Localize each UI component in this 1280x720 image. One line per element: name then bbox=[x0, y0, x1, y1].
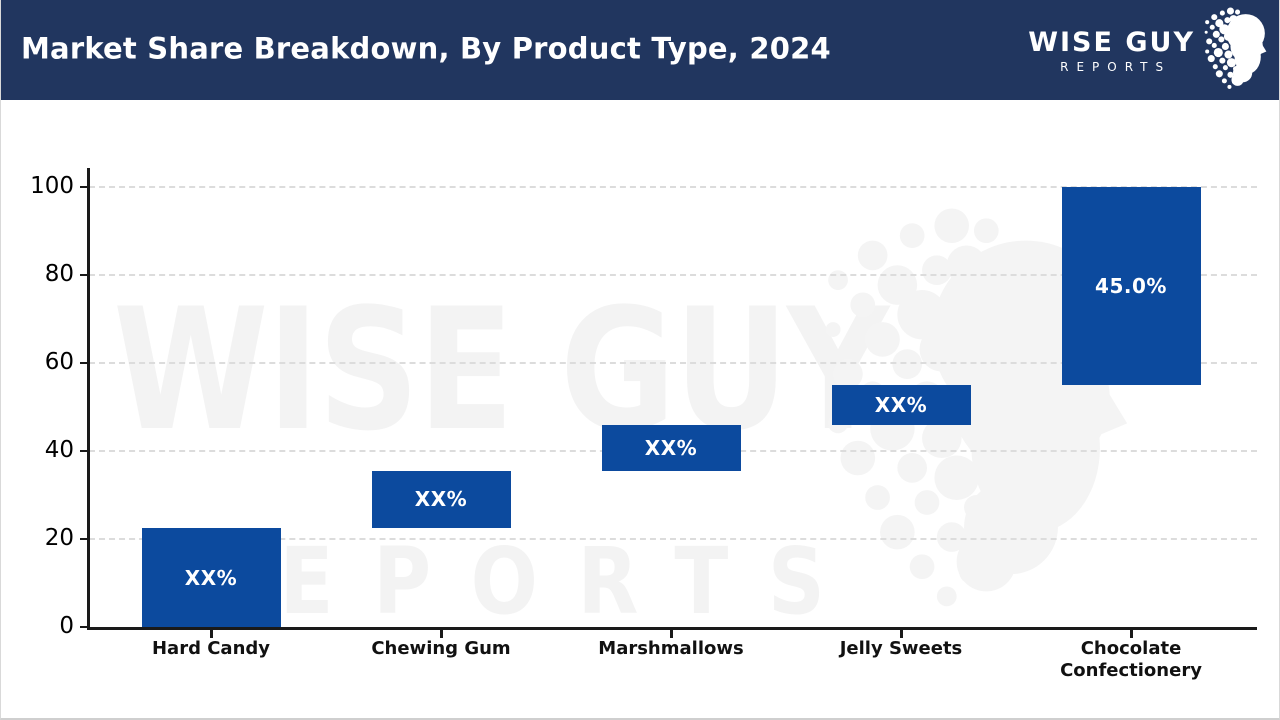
gridline-y100 bbox=[89, 186, 1257, 188]
bar-value-label: XX% bbox=[874, 392, 928, 417]
brand-face-icon bbox=[1204, 7, 1267, 89]
y-axis-tick bbox=[80, 186, 89, 188]
bar-value-label: XX% bbox=[644, 435, 698, 460]
x-axis-tick bbox=[899, 629, 903, 638]
gridline-y60 bbox=[89, 362, 1257, 364]
watermark-text-wiseguy: WISE GUY bbox=[113, 272, 889, 468]
bar-marshmallows: XX% bbox=[601, 424, 741, 471]
watermark-text-reports: REPORTS bbox=[179, 528, 865, 635]
bar-value-label: XX% bbox=[414, 487, 468, 512]
x-axis-tick bbox=[669, 629, 673, 638]
x-axis-tick bbox=[209, 629, 213, 638]
y-axis-tick-label: 80 bbox=[44, 261, 74, 287]
y-axis-tick-label: 100 bbox=[30, 173, 74, 199]
x-axis-category-label: Jelly Sweets bbox=[839, 638, 963, 659]
x-axis-tick bbox=[1129, 629, 1133, 638]
y-axis-tick bbox=[80, 626, 89, 628]
bar-value-label: 45.0% bbox=[1095, 274, 1167, 298]
bar-chocolate-confectionery: 45.0% bbox=[1061, 187, 1201, 385]
x-axis-category-label: Chewing Gum bbox=[371, 638, 511, 659]
gridline-y80 bbox=[89, 274, 1257, 276]
y-axis-tick-label: 40 bbox=[44, 437, 74, 463]
brand-name: WISE GUY bbox=[1028, 26, 1195, 58]
bar-value-label: XX% bbox=[184, 565, 238, 590]
x-axis-category-label: Chocolate Confectionery bbox=[1060, 638, 1202, 681]
x-axis-category-label: Marshmallows bbox=[598, 638, 744, 659]
header-bar: Market Share Breakdown, By Product Type,… bbox=[1, 0, 1279, 100]
y-axis-tick bbox=[80, 274, 89, 276]
page-title: Market Share Breakdown, By Product Type,… bbox=[21, 31, 831, 66]
bar-hard-candy: XX% bbox=[141, 528, 281, 627]
y-axis-tick-label: 60 bbox=[44, 349, 74, 375]
bar-jelly-sweets: XX% bbox=[831, 385, 971, 425]
gridline-y20 bbox=[89, 538, 1257, 540]
x-axis-spine bbox=[87, 627, 1257, 630]
brand-subtitle: REPORTS bbox=[1060, 59, 1172, 74]
y-axis-tick bbox=[80, 538, 89, 540]
x-axis-tick bbox=[439, 629, 443, 638]
y-axis-tick bbox=[80, 362, 89, 364]
y-axis-spine bbox=[87, 168, 90, 630]
y-axis-tick bbox=[80, 450, 89, 452]
x-axis-category-label: Hard Candy bbox=[151, 638, 271, 659]
y-axis-tick-label: 20 bbox=[44, 525, 74, 551]
brand-logo: WISE GUY REPORTS bbox=[1028, 0, 1267, 100]
bar-chewing-gum: XX% bbox=[371, 470, 511, 528]
y-axis-tick-label: 0 bbox=[59, 613, 74, 639]
